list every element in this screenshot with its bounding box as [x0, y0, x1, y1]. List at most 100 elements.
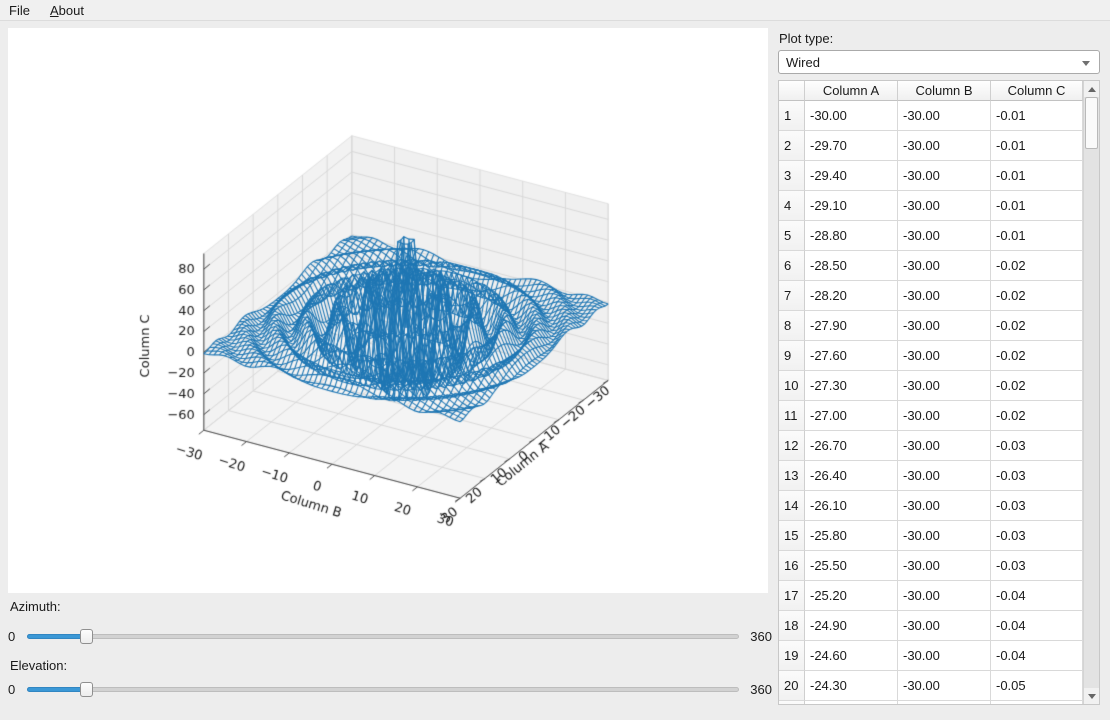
table-cell[interactable]: -0.02 — [991, 311, 1083, 341]
row-header[interactable]: 3 — [779, 161, 805, 191]
column-header-column-a[interactable]: Column A — [805, 81, 898, 101]
elevation-slider-track[interactable] — [27, 681, 739, 698]
table-cell[interactable]: -0.03 — [991, 461, 1083, 491]
table-cell[interactable]: -27.30 — [805, 371, 898, 401]
table-cell[interactable]: -30.00 — [898, 401, 991, 431]
row-header[interactable]: 14 — [779, 491, 805, 521]
row-header[interactable]: 19 — [779, 641, 805, 671]
row-header[interactable] — [779, 701, 805, 704]
table-cell[interactable]: -30.00 — [898, 491, 991, 521]
table-cell[interactable]: -0.03 — [991, 551, 1083, 581]
table-cell[interactable]: -26.10 — [805, 491, 898, 521]
table-cell[interactable]: -0.01 — [991, 161, 1083, 191]
row-header[interactable]: 6 — [779, 251, 805, 281]
table-cell[interactable] — [991, 701, 1083, 704]
row-header[interactable]: 20 — [779, 671, 805, 701]
azimuth-slider-track[interactable] — [27, 628, 739, 645]
table-cell[interactable]: -30.00 — [898, 281, 991, 311]
table-cell[interactable]: -0.02 — [991, 401, 1083, 431]
table-cell[interactable]: -0.04 — [991, 611, 1083, 641]
table-cell[interactable]: -30.00 — [898, 341, 991, 371]
table-cell[interactable]: -30.00 — [898, 611, 991, 641]
table-cell[interactable]: -27.90 — [805, 311, 898, 341]
table-cell[interactable]: -0.02 — [991, 281, 1083, 311]
table-cell[interactable]: -30.00 — [898, 191, 991, 221]
table-corner-cell[interactable] — [779, 81, 805, 101]
table-cell[interactable]: -24.30 — [805, 671, 898, 701]
table-cell[interactable]: -0.05 — [991, 671, 1083, 701]
row-header[interactable]: 9 — [779, 341, 805, 371]
scrollbar-track[interactable] — [1084, 149, 1099, 688]
table-cell[interactable]: -0.01 — [991, 191, 1083, 221]
row-header[interactable]: 7 — [779, 281, 805, 311]
table-cell[interactable]: -30.00 — [898, 311, 991, 341]
scrollbar-thumb[interactable] — [1085, 97, 1098, 149]
table-cell[interactable]: -0.02 — [991, 371, 1083, 401]
table-cell[interactable]: -0.01 — [991, 101, 1083, 131]
column-header-column-c[interactable]: Column C — [991, 81, 1083, 101]
row-header[interactable]: 4 — [779, 191, 805, 221]
table-cell[interactable]: -30.00 — [898, 371, 991, 401]
table-cell[interactable]: -30.00 — [898, 671, 991, 701]
table-cell[interactable]: -0.01 — [991, 131, 1083, 161]
row-header[interactable]: 13 — [779, 461, 805, 491]
table-cell[interactable]: -28.20 — [805, 281, 898, 311]
row-header[interactable]: 18 — [779, 611, 805, 641]
row-header[interactable]: 10 — [779, 371, 805, 401]
table-cell[interactable]: -24.90 — [805, 611, 898, 641]
row-header[interactable]: 8 — [779, 311, 805, 341]
table-cell[interactable]: -26.40 — [805, 461, 898, 491]
plot-type-dropdown[interactable]: Wired — [778, 50, 1100, 74]
table-cell[interactable]: -25.20 — [805, 581, 898, 611]
table-cell[interactable]: -0.02 — [991, 341, 1083, 371]
table-cell[interactable]: -30.00 — [898, 521, 991, 551]
row-header[interactable]: 5 — [779, 221, 805, 251]
table-cell[interactable]: -30.00 — [898, 431, 991, 461]
table-cell[interactable] — [898, 701, 991, 704]
table-cell[interactable]: -30.00 — [898, 551, 991, 581]
table-cell[interactable]: -30.00 — [898, 251, 991, 281]
3d-plot-canvas[interactable] — [8, 28, 768, 593]
menu-item-about[interactable]: About — [49, 2, 84, 18]
table-cell[interactable]: -0.03 — [991, 431, 1083, 461]
table-cell[interactable]: -30.00 — [898, 461, 991, 491]
table-cell[interactable]: -29.10 — [805, 191, 898, 221]
elevation-slider-handle[interactable] — [80, 682, 94, 697]
table-cell[interactable]: -25.80 — [805, 521, 898, 551]
azimuth-slider-handle[interactable] — [80, 629, 94, 644]
row-header[interactable]: 12 — [779, 431, 805, 461]
table-cell[interactable]: -25.50 — [805, 551, 898, 581]
table-cell[interactable]: -28.50 — [805, 251, 898, 281]
table-cell[interactable]: -29.70 — [805, 131, 898, 161]
table-cell[interactable]: -30.00 — [898, 581, 991, 611]
table-cell[interactable]: -0.04 — [991, 641, 1083, 671]
row-header[interactable]: 2 — [779, 131, 805, 161]
table-cell[interactable]: -30.00 — [898, 221, 991, 251]
scroll-down-button[interactable] — [1084, 688, 1099, 704]
table-cell[interactable]: -27.00 — [805, 401, 898, 431]
column-header-column-b[interactable]: Column B — [898, 81, 991, 101]
table-cell[interactable]: -27.60 — [805, 341, 898, 371]
table-cell[interactable]: -0.02 — [991, 251, 1083, 281]
table-cell[interactable]: -0.01 — [991, 221, 1083, 251]
row-header[interactable]: 17 — [779, 581, 805, 611]
table-cell[interactable]: -30.00 — [898, 101, 991, 131]
vertical-scrollbar[interactable] — [1083, 81, 1099, 704]
table-cell[interactable]: -30.00 — [805, 101, 898, 131]
row-header[interactable]: 16 — [779, 551, 805, 581]
table-cell[interactable]: -0.04 — [991, 581, 1083, 611]
table-cell[interactable]: -26.70 — [805, 431, 898, 461]
table-cell[interactable]: -30.00 — [898, 641, 991, 671]
table-cell[interactable]: -28.80 — [805, 221, 898, 251]
row-header[interactable]: 1 — [779, 101, 805, 131]
row-header[interactable]: 15 — [779, 521, 805, 551]
table-cell[interactable]: -30.00 — [898, 131, 991, 161]
table-cell[interactable]: -0.03 — [991, 491, 1083, 521]
table-cell[interactable]: -30.00 — [898, 161, 991, 191]
menu-item-file[interactable]: File — [9, 2, 30, 18]
row-header[interactable]: 11 — [779, 401, 805, 431]
table-cell[interactable] — [805, 701, 898, 704]
table-cell[interactable]: -0.03 — [991, 521, 1083, 551]
table-cell[interactable]: -29.40 — [805, 161, 898, 191]
scroll-up-button[interactable] — [1084, 81, 1099, 97]
